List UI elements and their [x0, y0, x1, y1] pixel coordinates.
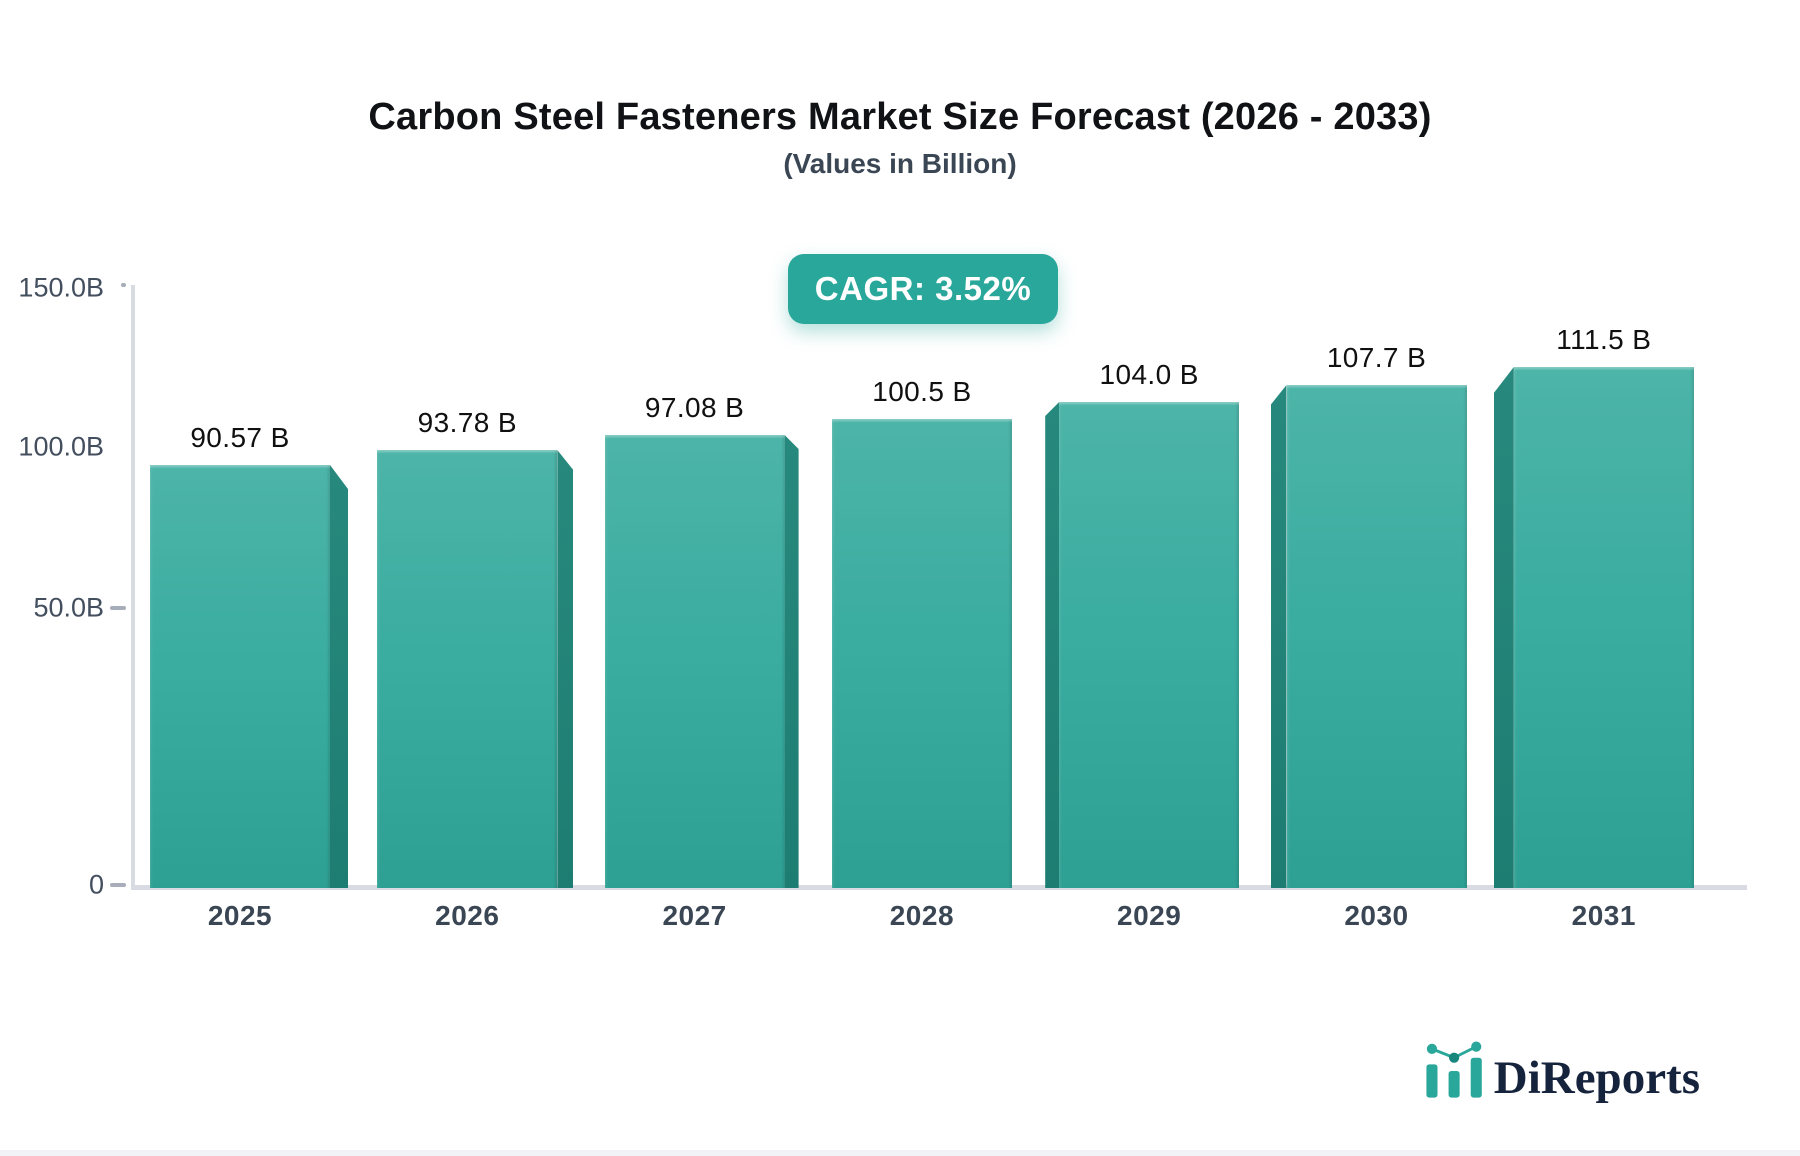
bar-value-label: 107.7 B	[1326, 342, 1427, 373]
bar-2031	[1493, 367, 1694, 888]
x-category-label: 2030	[1344, 900, 1409, 931]
x-category-label: 2025	[207, 900, 273, 931]
cagr-badge-label: CAGR: 3.52%	[814, 270, 1032, 307]
bar-value-label: 93.78 B	[417, 407, 517, 438]
cagr-badge: CAGR: 3.52%	[788, 254, 1058, 324]
bar-face	[1286, 385, 1467, 888]
bar-face	[1513, 367, 1694, 888]
x-category-label: 2027	[662, 900, 727, 931]
y-tick-label: 50.0B	[33, 592, 104, 623]
y-tick-mark	[110, 606, 126, 610]
y-tick-label: 100.0B	[18, 431, 104, 462]
brand-chart-icon	[1422, 1040, 1484, 1102]
y-tick-mark	[110, 883, 126, 887]
y-axis-line	[131, 285, 135, 888]
bar-side-face	[1045, 402, 1060, 888]
bar-2026	[377, 450, 574, 888]
bar-value-label: 100.5 B	[872, 376, 972, 407]
bar-side-face	[1493, 367, 1514, 888]
bar-side-face	[784, 435, 799, 888]
bar-face	[831, 419, 1012, 888]
chart-title: Carbon Steel Fasteners Market Size Forec…	[368, 96, 1432, 138]
bar-side-face	[557, 450, 574, 888]
bar-face	[377, 450, 558, 888]
brand-logo: DiReports	[1422, 1040, 1700, 1102]
x-category-label: 2031	[1571, 900, 1636, 931]
y-tick-label: 150.0B	[18, 272, 104, 303]
bar-face	[150, 465, 330, 888]
chart-subtitle: (Values in Billion)	[783, 148, 1017, 179]
bar-2030	[1270, 385, 1467, 888]
bar-face	[604, 435, 785, 888]
bar-2025	[150, 465, 348, 888]
bar-side-face	[330, 465, 348, 888]
bar-value-label: 111.5 B	[1556, 324, 1652, 355]
bar-2027	[604, 435, 799, 888]
x-category-label: 2028	[889, 900, 955, 931]
bottom-edge-strip	[0, 1150, 1800, 1156]
bar-2029	[1045, 402, 1240, 888]
bar-side-face	[1270, 385, 1287, 888]
bar-value-label: 90.57 B	[190, 422, 290, 453]
y-tick-label: 0	[88, 869, 104, 900]
bar-2028	[831, 419, 1012, 888]
bar-value-label: 104.0 B	[1099, 359, 1199, 390]
bar-value-label: 97.08 B	[644, 392, 745, 423]
x-category-label: 2026	[435, 900, 500, 931]
y-tick-mark	[121, 283, 126, 287]
x-category-label: 2029	[1117, 900, 1182, 931]
brand-name: DiReports	[1493, 1052, 1700, 1104]
bar-face	[1059, 402, 1240, 888]
